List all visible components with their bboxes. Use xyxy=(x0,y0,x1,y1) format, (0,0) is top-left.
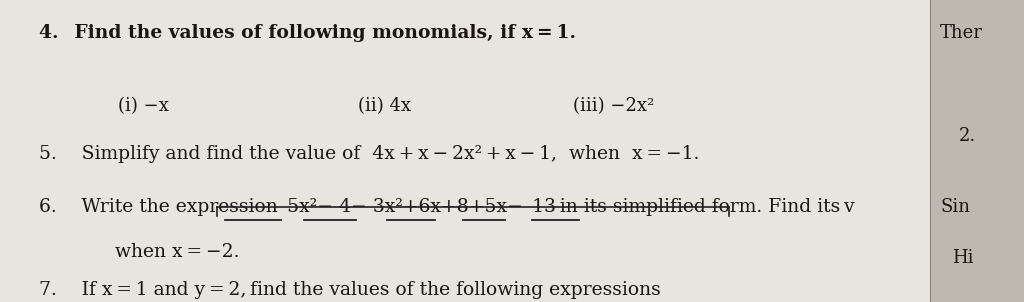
Bar xyxy=(930,0,1024,302)
Text: (i) −x: (i) −x xyxy=(118,97,169,115)
Text: 5.  Simplify and find the value of  4x + x − 2x² + x − 1,  when  x = −1.: 5. Simplify and find the value of 4x + x… xyxy=(39,145,699,163)
Text: Ther: Ther xyxy=(940,24,983,42)
Text: 4.  Find the values of following monomials, if x = 1.: 4. Find the values of following monomial… xyxy=(39,24,575,42)
Text: Sin: Sin xyxy=(940,198,970,216)
Text: (ii) 4x: (ii) 4x xyxy=(358,97,412,115)
Text: Hi: Hi xyxy=(952,249,974,267)
Text: 7.  If x = 1 and y = 2, find the values of the following expressions: 7. If x = 1 and y = 2, find the values o… xyxy=(39,281,660,299)
Text: 2.: 2. xyxy=(958,127,976,145)
Text: 6.  Write the expression 5x²− 4− 3x²+6x+8+5x− 13 in its simplified form. Find it: 6. Write the expression 5x²− 4− 3x²+6x+8… xyxy=(39,198,855,216)
Text: when x = −2.: when x = −2. xyxy=(115,243,240,261)
Text: (iii) −2x²: (iii) −2x² xyxy=(573,97,654,115)
